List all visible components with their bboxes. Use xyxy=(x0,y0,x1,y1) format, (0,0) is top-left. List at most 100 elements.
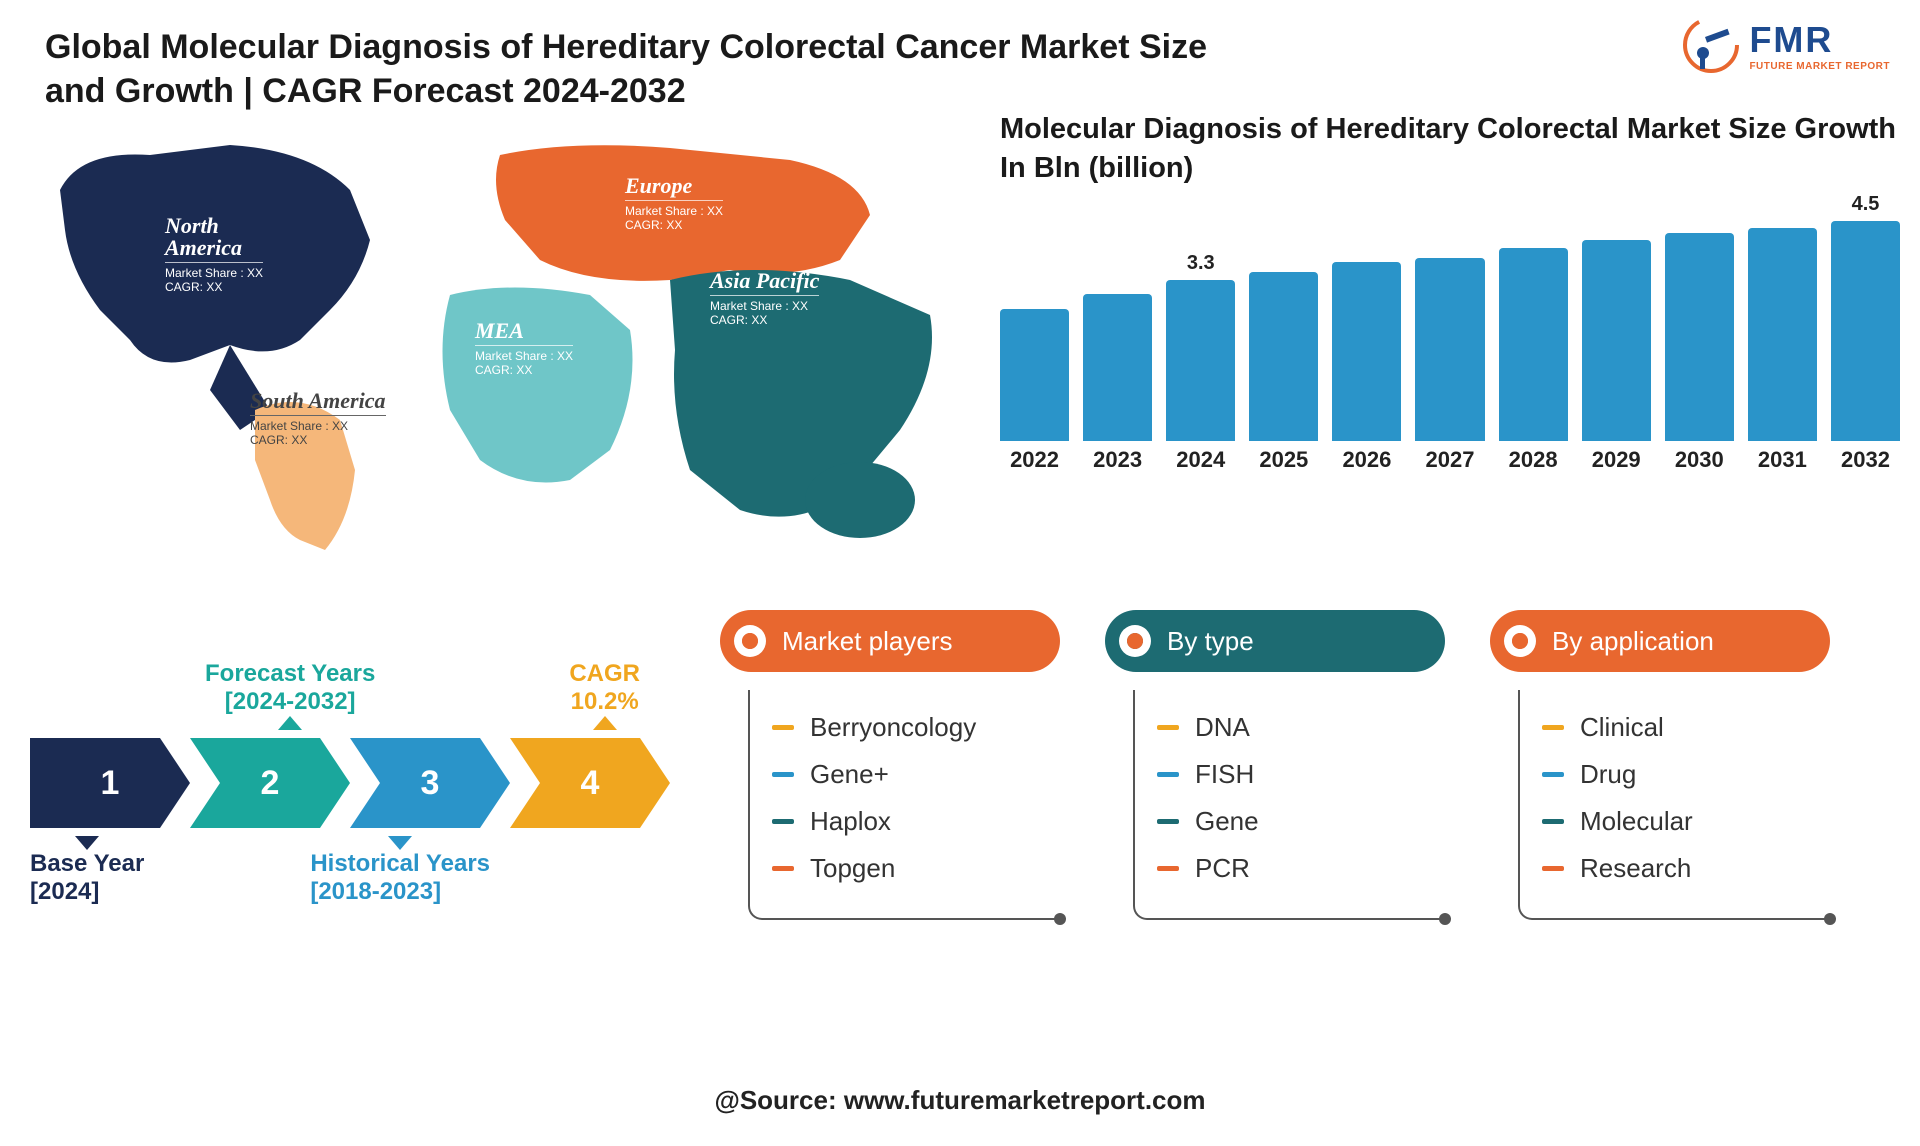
list-item-text: Gene xyxy=(1195,806,1259,837)
bar-rect xyxy=(1665,233,1734,441)
dash-icon xyxy=(1542,725,1564,730)
bar-2023: 2023 xyxy=(1083,294,1152,473)
list-box: BerryoncologyGene+ Haplox Topgen xyxy=(748,690,1060,920)
region-stats: Market Share : XX CAGR: XX xyxy=(625,200,723,232)
bar-value-label: 3.3 xyxy=(1187,252,1215,275)
pill-column-market-players: .pill .dot::after{background:#e8672f} Mar… xyxy=(720,610,1060,920)
bar-year-label: 2032 xyxy=(1841,447,1890,473)
timeline-bottom-historical-years: Historical Years[2018-2023] xyxy=(310,836,490,906)
region-mea xyxy=(443,288,633,483)
bar-year-label: 2031 xyxy=(1758,447,1807,473)
list-item-text: Clinical xyxy=(1580,712,1664,743)
list-item-text: FISH xyxy=(1195,759,1254,790)
list-item: PCR xyxy=(1157,845,1435,892)
bar-year-label: 2022 xyxy=(1010,447,1059,473)
timeline-label: Forecast Years xyxy=(205,660,375,688)
list-box: ClinicalDrugMolecularResearch xyxy=(1518,690,1830,920)
triangle-down-icon xyxy=(75,836,99,850)
fmr-logo: FMR FUTURE MARKET REPORT xyxy=(1681,15,1890,75)
timeline-sub: [2018-2023] xyxy=(310,878,490,906)
timeline-sub: 10.2% xyxy=(569,688,640,716)
bar-2027: 2027 xyxy=(1415,258,1484,474)
region-stats: Market Share : XX CAGR: XX xyxy=(475,345,573,377)
list-box: DNA FISH Gene PCR xyxy=(1133,690,1445,920)
pill-dot-icon: .pill .dot::after{background:#e8672f} xyxy=(734,625,766,657)
bar-2029: 2029 xyxy=(1582,240,1651,473)
bar-2022: 2022 xyxy=(1000,309,1069,473)
chevron-2: 2 xyxy=(190,738,350,828)
bar-rect: 4.5 xyxy=(1831,221,1900,442)
logo-subtext: FUTURE MARKET REPORT xyxy=(1749,61,1890,72)
triangle-up-icon xyxy=(278,716,302,730)
dash-icon xyxy=(772,866,794,871)
chevron-4: 4 xyxy=(510,738,670,828)
list-item-text: Haplox xyxy=(810,806,891,837)
logo-text: FMR xyxy=(1749,19,1890,61)
pill-header: .pill .dot::after{background:#e8672f} Mar… xyxy=(720,610,1060,672)
dash-icon xyxy=(772,772,794,777)
bar-year-label: 2028 xyxy=(1509,447,1558,473)
list-item: DNA xyxy=(1157,704,1435,751)
bar-2028: 2028 xyxy=(1499,248,1568,474)
pill-column-by-type: .pill .dot::after{background:#1d6b72} By … xyxy=(1105,610,1445,920)
triangle-up-icon xyxy=(593,716,617,730)
region-label-europe: Europe Market Share : XX CAGR: XX xyxy=(625,175,723,232)
bar-rect xyxy=(1332,262,1401,441)
bar-rect xyxy=(1582,240,1651,441)
bar-2030: 2030 xyxy=(1665,233,1734,473)
pill-title: Market players xyxy=(782,626,953,657)
region-australia xyxy=(805,462,915,538)
pill-title: By application xyxy=(1552,626,1714,657)
bar-2025: 2025 xyxy=(1249,272,1318,473)
chevron-number: 1 xyxy=(101,764,120,803)
timeline-chevrons: Forecast Years[2024-2032]CAGR10.2% 1234 … xyxy=(30,660,670,906)
timeline-label: Base Year xyxy=(30,850,144,878)
dash-icon xyxy=(772,725,794,730)
list-item: FISH xyxy=(1157,751,1435,798)
region-name: Asia Pacific xyxy=(710,270,819,292)
chart-title: Molecular Diagnosis of Hereditary Colore… xyxy=(1000,110,1900,188)
dash-icon xyxy=(1157,866,1179,871)
pill-header: .pill .dot::after{background:#1d6b72} By … xyxy=(1105,610,1445,672)
timeline-label: CAGR xyxy=(569,660,640,688)
timeline-top-cagr: CAGR10.2% xyxy=(569,660,640,730)
bar-2024: 3.3 2024 xyxy=(1166,280,1235,474)
region-name: South America xyxy=(250,390,386,412)
bar-year-label: 2024 xyxy=(1176,447,1225,473)
bar-rect: 3.3 xyxy=(1166,280,1235,442)
bar-year-label: 2030 xyxy=(1675,447,1724,473)
dash-icon xyxy=(1542,772,1564,777)
chart-bars: 202220233.320242025202620272028202920302… xyxy=(1000,203,1900,473)
list-item: Gene xyxy=(1157,798,1435,845)
dash-icon xyxy=(1542,819,1564,824)
chevron-number: 4 xyxy=(581,764,600,803)
bar-year-label: 2029 xyxy=(1592,447,1641,473)
bar-2031: 2031 xyxy=(1748,228,1817,473)
page-title: Global Molecular Diagnosis of Hereditary… xyxy=(45,25,1245,113)
bar-rect xyxy=(1083,294,1152,441)
bar-year-label: 2026 xyxy=(1342,447,1391,473)
region-name: Europe xyxy=(625,175,723,197)
list-item: Berryoncology xyxy=(772,704,1050,751)
timeline-top-forecast-years: Forecast Years[2024-2032] xyxy=(205,660,375,730)
bar-rect xyxy=(1748,228,1817,441)
region-stats: Market Share : XX CAGR: XX xyxy=(250,415,386,447)
list-item: Topgen xyxy=(772,845,1050,892)
list-item-text: PCR xyxy=(1195,853,1250,884)
pill-dot-icon: .pill .dot::after{background:#1d6b72} xyxy=(1119,625,1151,657)
growth-chart: Molecular Diagnosis of Hereditary Colore… xyxy=(1000,110,1900,473)
list-item: Gene+ xyxy=(772,751,1050,798)
bar-2026: 2026 xyxy=(1332,262,1401,473)
dash-icon xyxy=(1157,772,1179,777)
region-label-mea: MEAMarket Share : XX CAGR: XX xyxy=(475,320,573,377)
region-name: NorthAmerica xyxy=(165,215,263,259)
pill-dot-icon: .pill .dot::after{background:#e8672f} xyxy=(1504,625,1536,657)
bar-rect xyxy=(1415,258,1484,442)
pill-title: By type xyxy=(1167,626,1254,657)
region-stats: Market Share : XX CAGR: XX xyxy=(165,262,263,294)
bar-year-label: 2025 xyxy=(1259,447,1308,473)
dash-icon xyxy=(1157,819,1179,824)
dash-icon xyxy=(1157,725,1179,730)
triangle-down-icon xyxy=(388,836,412,850)
chevron-number: 2 xyxy=(261,764,280,803)
